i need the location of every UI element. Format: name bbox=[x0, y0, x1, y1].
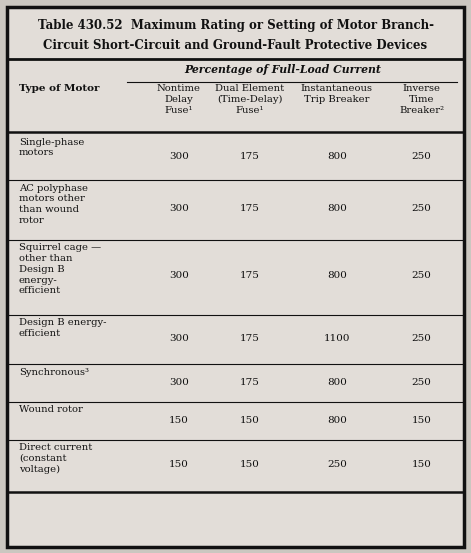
Text: 300: 300 bbox=[169, 272, 189, 280]
Text: 800: 800 bbox=[327, 205, 347, 213]
Text: Table 430.52  Maximum Rating or Setting of Motor Branch-: Table 430.52 Maximum Rating or Setting o… bbox=[38, 19, 433, 33]
Text: Inverse
Time
Breaker²: Inverse Time Breaker² bbox=[399, 84, 444, 115]
Text: 300: 300 bbox=[169, 378, 189, 387]
Text: 175: 175 bbox=[240, 272, 260, 280]
Text: Nontime
Delay
Fuse¹: Nontime Delay Fuse¹ bbox=[157, 84, 201, 115]
Text: 800: 800 bbox=[327, 272, 347, 280]
Text: 300: 300 bbox=[169, 334, 189, 343]
Text: Single-phase
motors: Single-phase motors bbox=[19, 138, 84, 158]
Text: 150: 150 bbox=[169, 416, 189, 425]
Text: 250: 250 bbox=[412, 334, 431, 343]
Text: AC polyphase
motors other
than wound
rotor: AC polyphase motors other than wound rot… bbox=[19, 184, 88, 225]
Text: 150: 150 bbox=[240, 460, 260, 469]
FancyBboxPatch shape bbox=[7, 7, 464, 547]
Text: 150: 150 bbox=[240, 416, 260, 425]
Text: 175: 175 bbox=[240, 334, 260, 343]
Text: 175: 175 bbox=[240, 152, 260, 161]
Text: 800: 800 bbox=[327, 378, 347, 387]
Text: Instantaneous
Trip Breaker: Instantaneous Trip Breaker bbox=[301, 84, 373, 104]
Text: Squirrel cage —
other than
Design B
energy-
efficient: Squirrel cage — other than Design B ener… bbox=[19, 243, 101, 295]
Text: 250: 250 bbox=[412, 378, 431, 387]
Text: 250: 250 bbox=[412, 205, 431, 213]
Text: 175: 175 bbox=[240, 205, 260, 213]
Text: 250: 250 bbox=[412, 152, 431, 161]
Text: 1100: 1100 bbox=[324, 334, 350, 343]
Text: Wound rotor: Wound rotor bbox=[19, 405, 83, 414]
Text: Synchronous³: Synchronous³ bbox=[19, 368, 89, 377]
Text: 250: 250 bbox=[327, 460, 347, 469]
Text: 250: 250 bbox=[412, 272, 431, 280]
Text: Circuit Short-Circuit and Ground-Fault Protective Devices: Circuit Short-Circuit and Ground-Fault P… bbox=[43, 39, 428, 52]
Text: 800: 800 bbox=[327, 152, 347, 161]
Text: Design B energy-
efficient: Design B energy- efficient bbox=[19, 318, 106, 338]
Text: 800: 800 bbox=[327, 416, 347, 425]
Text: 300: 300 bbox=[169, 152, 189, 161]
Text: 175: 175 bbox=[240, 378, 260, 387]
Text: Percentage of Full-Load Current: Percentage of Full-Load Current bbox=[184, 64, 381, 75]
Text: Direct current
(constant
voltage): Direct current (constant voltage) bbox=[19, 443, 92, 473]
Text: Type of Motor: Type of Motor bbox=[19, 84, 99, 93]
Text: 300: 300 bbox=[169, 205, 189, 213]
Text: 150: 150 bbox=[169, 460, 189, 469]
Text: Dual Element
(Time-Delay)
Fuse¹: Dual Element (Time-Delay) Fuse¹ bbox=[215, 84, 284, 116]
Text: 150: 150 bbox=[412, 416, 431, 425]
Text: 150: 150 bbox=[412, 460, 431, 469]
